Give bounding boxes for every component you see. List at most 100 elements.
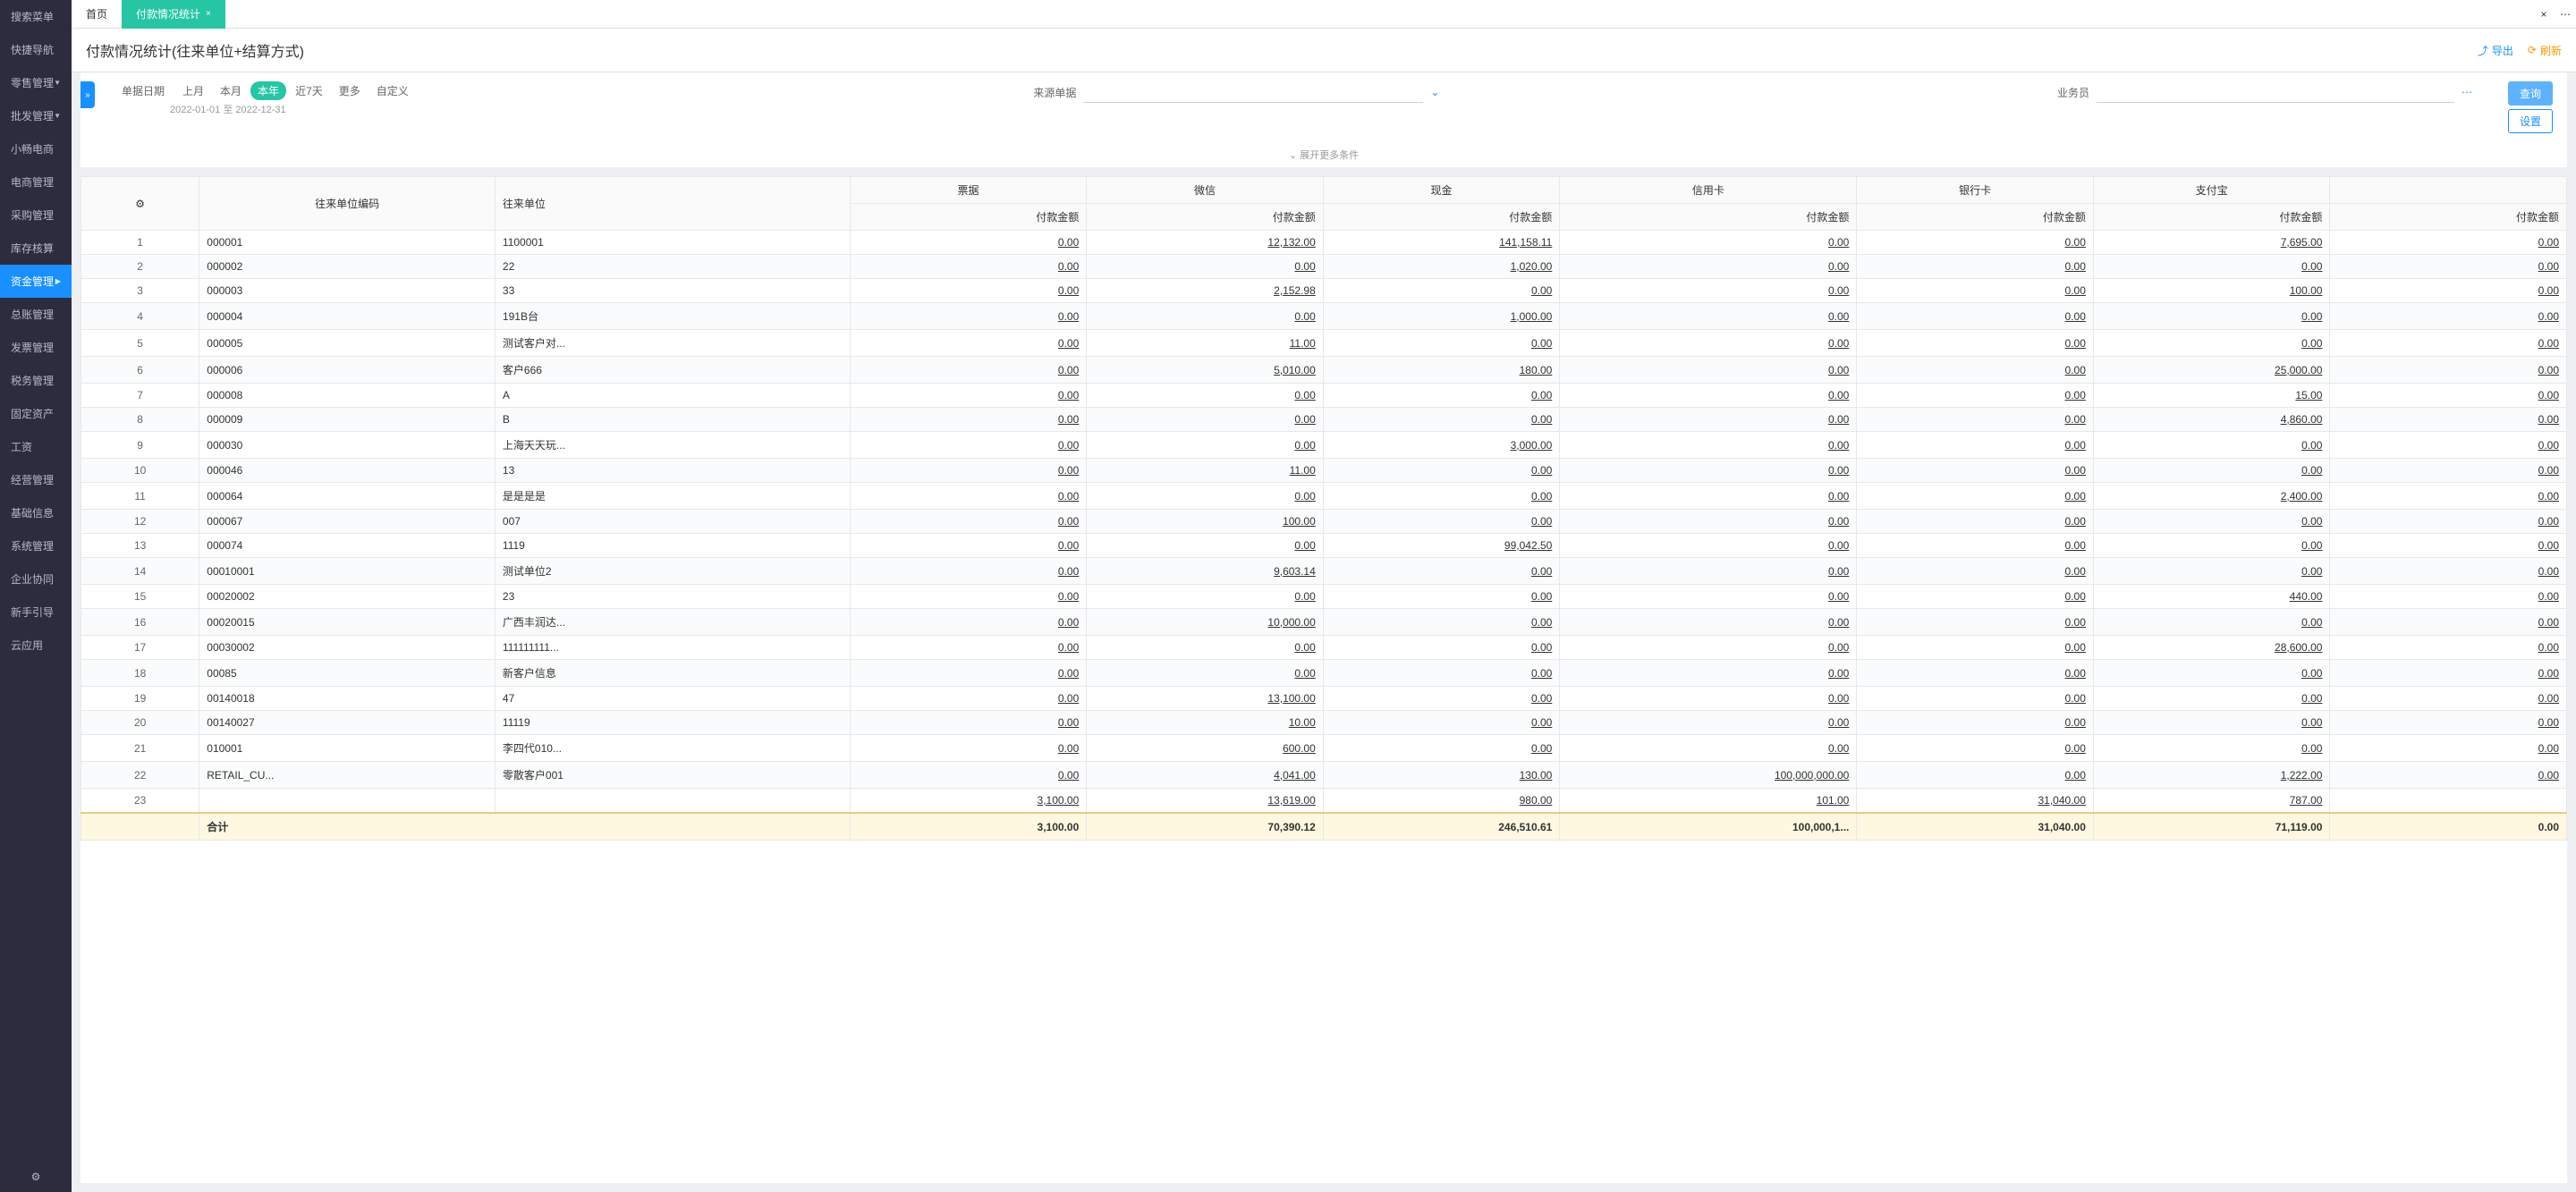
table-row[interactable]: 100000111000010.0012,132.00141,158.110.0… (81, 231, 2567, 255)
table-row[interactable]: 11000064是是是是0.000.000.000.000.002,400.00… (81, 483, 2567, 510)
cell-amt-2[interactable]: 0.00 (1323, 279, 1560, 303)
cell-amt-0[interactable]: 0.00 (850, 735, 1087, 762)
cell-amt-6[interactable]: 0.00 (2330, 609, 2567, 636)
sidebar-item-3[interactable]: 批发管理▼ (0, 99, 72, 132)
table-row[interactable]: 1700030002111111111...0.000.000.000.000.… (81, 636, 2567, 660)
sidebar-item-10[interactable]: 发票管理 (0, 331, 72, 364)
cell-amt-1[interactable]: 0.00 (1087, 432, 1324, 459)
cell-amt-5[interactable]: 1,222.00 (2093, 762, 2330, 789)
cell-amt-4[interactable]: 0.00 (1857, 510, 2094, 534)
cell-amt-1[interactable]: 4,041.00 (1087, 762, 1324, 789)
table-row[interactable]: 4000004191B台0.000.001,000.000.000.000.00… (81, 303, 2567, 330)
cell-amt-4[interactable]: 0.00 (1857, 483, 2094, 510)
cell-amt-2[interactable]: 0.00 (1323, 687, 1560, 711)
cell-amt-3[interactable]: 0.00 (1560, 636, 1857, 660)
cell-amt-0[interactable]: 0.00 (850, 357, 1087, 384)
sidebar-item-12[interactable]: 固定资产 (0, 397, 72, 430)
cell-amt-6[interactable]: 0.00 (2330, 255, 2567, 279)
table-row[interactable]: 9000030上海天天玩...0.000.003,000.000.000.000… (81, 432, 2567, 459)
table-row[interactable]: 233,100.0013,619.00980.00101.0031,040.00… (81, 789, 2567, 814)
cell-amt-4[interactable]: 0.00 (1857, 432, 2094, 459)
cell-amt-0[interactable]: 0.00 (850, 558, 1087, 585)
cell-amt-3[interactable]: 0.00 (1560, 609, 1857, 636)
cell-amt-5[interactable]: 0.00 (2093, 735, 2330, 762)
cell-amt-2[interactable]: 0.00 (1323, 483, 1560, 510)
table-row[interactable]: 3000003330.002,152.980.000.000.00100.000… (81, 279, 2567, 303)
cell-amt-2[interactable]: 130.00 (1323, 762, 1560, 789)
refresh-action[interactable]: ⟳ 刷新 (2528, 43, 2562, 58)
sidebar-item-9[interactable]: 总账管理 (0, 298, 72, 331)
table-row[interactable]: 22RETAIL_CU...零散客户0010.004,041.00130.001… (81, 762, 2567, 789)
cell-amt-6[interactable]: 0.00 (2330, 585, 2567, 609)
cell-amt-2[interactable]: 0.00 (1323, 384, 1560, 408)
table-row[interactable]: 8000009B0.000.000.000.000.004,860.000.00 (81, 408, 2567, 432)
cell-amt-1[interactable]: 9,603.14 (1087, 558, 1324, 585)
cell-amt-4[interactable]: 0.00 (1857, 303, 2094, 330)
cell-amt-6[interactable]: 0.00 (2330, 558, 2567, 585)
cell-amt-4[interactable]: 0.00 (1857, 408, 2094, 432)
sidebar-item-14[interactable]: 经营管理 (0, 463, 72, 496)
cell-amt-4[interactable]: 0.00 (1857, 609, 2094, 636)
sidebar-item-0[interactable]: 搜索菜单 (0, 0, 72, 33)
cell-amt-2[interactable]: 1,020.00 (1323, 255, 1560, 279)
table-row[interactable]: 1600020015广西丰润达...0.0010,000.000.000.000… (81, 609, 2567, 636)
table-row[interactable]: 1300007411190.000.0099,042.500.000.000.0… (81, 534, 2567, 558)
cell-amt-2[interactable]: 141,158.11 (1323, 231, 1560, 255)
cell-amt-2[interactable]: 980.00 (1323, 789, 1560, 814)
cell-amt-1[interactable]: 0.00 (1087, 384, 1324, 408)
cell-amt-1[interactable]: 100.00 (1087, 510, 1324, 534)
tab-more-icon[interactable]: ⋯ (2555, 4, 2576, 25)
cell-amt-3[interactable]: 0.00 (1560, 303, 1857, 330)
cell-amt-3[interactable]: 0.00 (1560, 255, 1857, 279)
cell-amt-0[interactable]: 3,100.00 (850, 789, 1087, 814)
cell-amt-1[interactable]: 5,010.00 (1087, 357, 1324, 384)
table-row[interactable]: 6000006客户6660.005,010.00180.000.000.0025… (81, 357, 2567, 384)
cell-amt-1[interactable]: 12,132.00 (1087, 231, 1324, 255)
cell-amt-4[interactable]: 0.00 (1857, 231, 2094, 255)
table-row[interactable]: 2000002220.000.001,020.000.000.000.000.0… (81, 255, 2567, 279)
cell-amt-3[interactable]: 0.00 (1560, 660, 1857, 687)
cell-amt-4[interactable]: 0.00 (1857, 660, 2094, 687)
cell-amt-4[interactable]: 0.00 (1857, 357, 2094, 384)
cell-amt-0[interactable]: 0.00 (850, 711, 1087, 735)
cell-amt-0[interactable]: 0.00 (850, 459, 1087, 483)
cell-amt-6[interactable]: 0.00 (2330, 711, 2567, 735)
cell-amt-5[interactable]: 0.00 (2093, 534, 2330, 558)
cell-amt-4[interactable]: 0.00 (1857, 279, 2094, 303)
cell-amt-3[interactable]: 0.00 (1560, 558, 1857, 585)
cell-amt-6[interactable]: 0.00 (2330, 303, 2567, 330)
cell-amt-1[interactable]: 2,152.98 (1087, 279, 1324, 303)
cell-amt-6[interactable]: 0.00 (2330, 279, 2567, 303)
cell-amt-0[interactable]: 0.00 (850, 585, 1087, 609)
table-row[interactable]: 7000008A0.000.000.000.000.0015.000.00 (81, 384, 2567, 408)
cell-amt-6[interactable]: 0.00 (2330, 357, 2567, 384)
cell-amt-3[interactable]: 0.00 (1560, 585, 1857, 609)
cell-amt-1[interactable]: 0.00 (1087, 255, 1324, 279)
cell-amt-5[interactable]: 0.00 (2093, 330, 2330, 357)
cell-amt-4[interactable]: 0.00 (1857, 762, 2094, 789)
cell-amt-3[interactable]: 0.00 (1560, 735, 1857, 762)
cell-amt-0[interactable]: 0.00 (850, 279, 1087, 303)
table-row[interactable]: 120000670070.00100.000.000.000.000.000.0… (81, 510, 2567, 534)
cell-amt-5[interactable]: 0.00 (2093, 510, 2330, 534)
sales-input[interactable] (2097, 81, 2454, 103)
sidebar-item-15[interactable]: 基础信息 (0, 496, 72, 529)
table-row[interactable]: 2000140027111190.0010.000.000.000.000.00… (81, 711, 2567, 735)
cell-amt-0[interactable]: 0.00 (850, 762, 1087, 789)
cell-amt-2[interactable]: 3,000.00 (1323, 432, 1560, 459)
sidebar-item-13[interactable]: 工资 (0, 430, 72, 463)
cell-amt-5[interactable]: 0.00 (2093, 255, 2330, 279)
table-row[interactable]: 1900140018470.0013,100.000.000.000.000.0… (81, 687, 2567, 711)
table-row[interactable]: 1800085新客户信息0.000.000.000.000.000.000.00 (81, 660, 2567, 687)
cell-amt-6[interactable]: 0.00 (2330, 483, 2567, 510)
cell-amt-3[interactable]: 0.00 (1560, 483, 1857, 510)
cell-amt-6[interactable]: 0.00 (2330, 432, 2567, 459)
cell-amt-6[interactable]: 0.00 (2330, 687, 2567, 711)
source-input[interactable] (1083, 81, 1423, 103)
cell-amt-4[interactable]: 0.00 (1857, 735, 2094, 762)
sidebar-item-6[interactable]: 采购管理 (0, 199, 72, 232)
settings-button[interactable]: 设置 (2508, 109, 2553, 133)
cell-amt-4[interactable]: 0.00 (1857, 384, 2094, 408)
export-action[interactable]: ⤴ 导出 (2478, 43, 2513, 58)
cell-amt-3[interactable]: 0.00 (1560, 231, 1857, 255)
